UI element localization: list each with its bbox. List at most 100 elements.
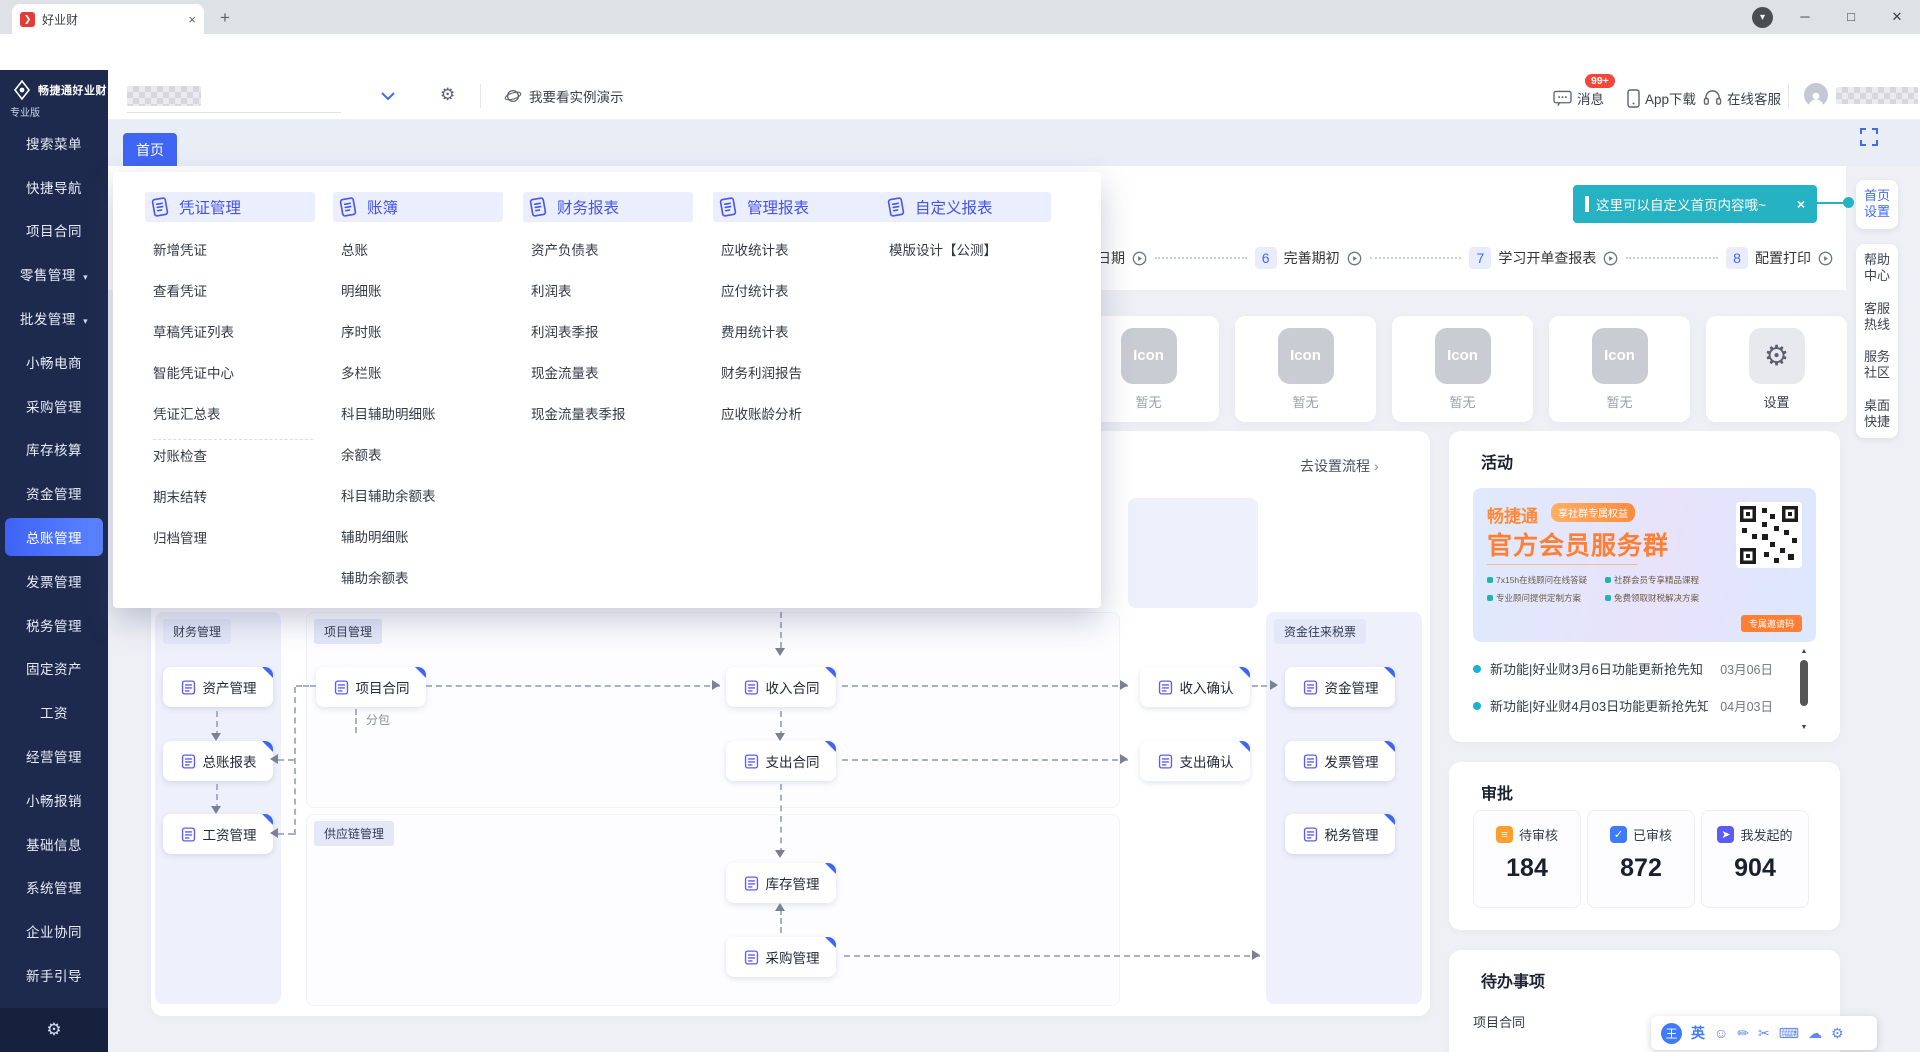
step-play-icon[interactable] (1603, 251, 1618, 266)
shortcut-card-empty[interactable]: Icon 暂无 (1235, 316, 1376, 422)
browser-tab[interactable]: ❯ 好业财 × (12, 4, 204, 34)
menu-item[interactable]: 辅助明细账 (341, 529, 409, 545)
quickbar-item[interactable]: 桌面快捷 (1863, 397, 1890, 429)
sidebar-item[interactable]: 小畅电商 (26, 355, 82, 371)
ime-logo-icon[interactable]: 王 (1661, 1022, 1682, 1044)
window-maximize-button[interactable]: □ (1847, 9, 1855, 24)
tab-home[interactable]: 首页 (123, 133, 177, 166)
sidebar-item[interactable]: 项目合同 (26, 224, 82, 240)
scroll-up-icon[interactable]: ▲ (1800, 648, 1808, 655)
flow-node[interactable]: 资产管理 (163, 667, 273, 707)
flow-node[interactable]: 资金管理 (1285, 667, 1395, 707)
shortcut-card-empty[interactable]: Icon 暂无 (1078, 316, 1219, 422)
flow-node[interactable]: 项目合同 (316, 667, 426, 707)
sidebar-item[interactable]: 税务管理 (26, 618, 82, 634)
quickbar-item[interactable]: 服务社区 (1863, 349, 1890, 381)
menu-section-header[interactable]: 财务报表 (523, 192, 693, 222)
ime-emoji-icon[interactable]: ☺ (1714, 1025, 1729, 1041)
demo-link[interactable]: 我要看实例演示 (504, 86, 624, 106)
menu-item[interactable]: 新增凭证 (153, 242, 207, 258)
approval-stat-card[interactable]: ≡ 待审核 184 (1473, 810, 1581, 908)
new-tab-button[interactable]: + (220, 8, 230, 27)
ime-keyboard-icon[interactable]: ⌨ (1778, 1024, 1799, 1041)
tooltip-close-icon[interactable]: × (1796, 196, 1805, 212)
sidebar-item[interactable]: 库存核算 (26, 443, 82, 459)
sidebar-item[interactable]: 经营管理 (26, 750, 82, 766)
menu-section-header[interactable]: 凭证管理 (145, 192, 315, 222)
flow-node[interactable]: 收入合同 (726, 667, 836, 707)
news-item[interactable]: 新功能|好业财4月03日功能更新抢先知 04月03日 (1473, 696, 1773, 715)
menu-item[interactable]: 利润表 (531, 283, 572, 299)
menu-item[interactable]: 查看凭证 (153, 283, 207, 299)
todo-item[interactable]: 项目合同 (1473, 1015, 1526, 1030)
approval-stat-card[interactable]: ➤ 我发起的 904 (1701, 810, 1809, 908)
menu-item[interactable]: 应付统计表 (721, 283, 789, 299)
shortcut-card-settings[interactable]: ⚙ 设置 (1706, 316, 1847, 422)
go-setup-flow-link[interactable]: 去设置流程 › (1300, 458, 1379, 474)
flow-node[interactable]: 总账报表 (163, 741, 273, 781)
menu-item[interactable]: 应收账龄分析 (721, 406, 802, 422)
header-gear-icon[interactable]: ⚙ (440, 85, 456, 104)
sidebar-item[interactable]: 搜索菜单 (26, 136, 82, 152)
app-download-button[interactable]: App下载 (1627, 88, 1696, 108)
news-item[interactable]: 新功能|好业财3月6日功能更新抢先知 03月06日 (1473, 659, 1773, 678)
messages-button[interactable]: 消息 (1553, 88, 1604, 108)
menu-item[interactable]: 草稿凭证列表 (153, 324, 234, 340)
menu-item[interactable]: 期末结转 (153, 489, 207, 505)
approval-stat-card[interactable]: ✓ 已审核 872 (1587, 810, 1695, 908)
step-play-icon[interactable] (1132, 251, 1147, 266)
menu-item[interactable]: 应收统计表 (721, 242, 789, 258)
news-scrollbar-thumb[interactable] (1800, 660, 1808, 706)
shortcut-card-empty[interactable]: Icon 暂无 (1549, 316, 1690, 422)
flow-node[interactable]: 库存管理 (726, 863, 836, 903)
menu-item[interactable]: 费用统计表 (721, 324, 789, 340)
menu-item[interactable]: 智能凭证中心 (153, 365, 234, 381)
sidebar-item[interactable]: 工资 (40, 706, 68, 722)
menu-item[interactable]: 凭证汇总表 (153, 406, 221, 422)
menu-item[interactable]: 总账 (341, 242, 368, 258)
ime-scissors-icon[interactable]: ✂ (1758, 1024, 1770, 1041)
menu-item[interactable]: 科目辅助明细账 (341, 406, 436, 422)
window-minimize-button[interactable]: ─ (1800, 9, 1810, 24)
sidebar-item[interactable]: 小畅报销 (26, 793, 82, 809)
menu-item[interactable]: 利润表季报 (531, 324, 599, 340)
step-play-icon[interactable] (1818, 251, 1833, 266)
ime-pen-icon[interactable]: ✏ (1737, 1024, 1750, 1041)
user-avatar[interactable] (1804, 83, 1828, 107)
activity-banner[interactable]: 畅捷通 享社群专属权益 官方会员服务群 7x15h在线顾问在线答疑 社群会员专享精… (1473, 488, 1816, 642)
ime-lang-toggle[interactable]: 英 (1691, 1025, 1705, 1041)
menu-section-header[interactable]: 管理报表 (713, 192, 883, 222)
sidebar-item[interactable]: 快捷导航 (26, 180, 82, 196)
menu-item[interactable]: 余额表 (341, 447, 382, 463)
menu-item[interactable]: 资产负债表 (531, 242, 599, 258)
menu-item[interactable]: 现金流量表季报 (531, 406, 626, 422)
fullscreen-icon[interactable] (1859, 127, 1879, 147)
menu-item[interactable]: 现金流量表 (531, 365, 599, 381)
flow-node[interactable]: 工资管理 (163, 814, 273, 854)
sidebar-item[interactable]: 企业协同 (26, 925, 82, 941)
tab-search-icon[interactable]: ▾ (1752, 7, 1773, 28)
step-play-icon[interactable] (1347, 251, 1362, 266)
menu-item[interactable]: 财务利润报告 (721, 365, 802, 381)
sidebar-item[interactable]: 批发管理 ▾ (19, 312, 89, 328)
tab-close-icon[interactable]: × (188, 11, 196, 27)
menu-item[interactable]: 对账检查 (153, 448, 207, 464)
menu-item[interactable]: 归档管理 (153, 530, 207, 546)
menu-item[interactable]: 辅助余额表 (341, 570, 409, 586)
flow-node[interactable]: 支出合同 (726, 741, 836, 781)
menu-section-header[interactable]: 账簿 (333, 192, 503, 222)
sidebar-item[interactable]: 系统管理 (26, 881, 82, 897)
menu-item[interactable]: 序时账 (341, 324, 382, 340)
window-close-button[interactable]: ✕ (1891, 8, 1903, 24)
menu-section-header[interactable]: 自定义报表 (881, 192, 1051, 222)
sidebar-item[interactable]: 固定资产 (26, 662, 82, 678)
flow-node[interactable]: 采购管理 (726, 937, 836, 977)
flow-node[interactable]: 支出确认 (1140, 741, 1250, 781)
sidebar-item[interactable]: 发票管理 (26, 574, 82, 590)
menu-item[interactable]: 模版设计【公测】 (889, 242, 997, 258)
quickbar-item[interactable]: 帮助中心 (1863, 252, 1890, 284)
sidebar-item[interactable]: 基础信息 (26, 837, 82, 853)
flow-node[interactable]: 发票管理 (1285, 741, 1395, 781)
menu-item[interactable]: 科目辅助余额表 (341, 488, 436, 504)
quickbar-home-settings[interactable]: 首页设置 (1856, 180, 1898, 229)
